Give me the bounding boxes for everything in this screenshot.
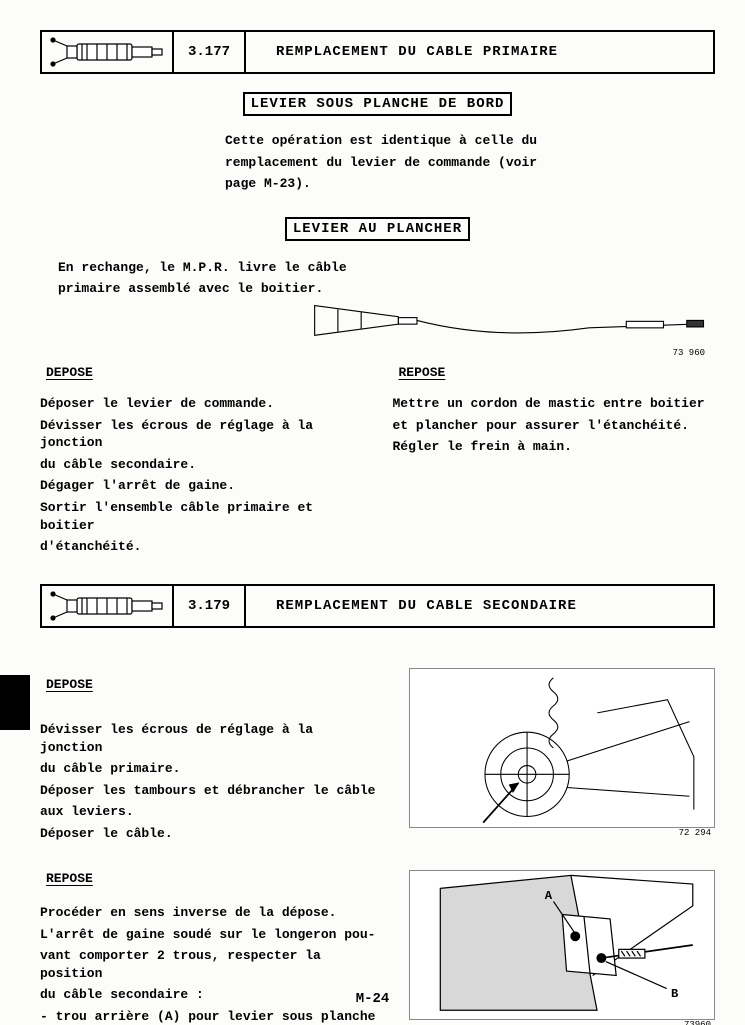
subtitle-2: LEVIER AU PLANCHER bbox=[285, 217, 470, 241]
edge-tab bbox=[0, 675, 30, 730]
text: Procéder en sens inverse de la dépose. bbox=[40, 904, 379, 922]
text: Déposer le levier de commande. bbox=[40, 395, 363, 413]
section-header-1: 3.177 REMPLACEMENT DU CABLE PRIMAIRE bbox=[40, 30, 715, 74]
brake-diagram: 72 294 bbox=[409, 668, 715, 847]
subtitle-1: LEVIER SOUS PLANCHE DE BORD bbox=[243, 92, 513, 116]
heading-repose: REPOSE bbox=[46, 870, 379, 888]
section-title: REMPLACEMENT DU CABLE PRIMAIRE bbox=[246, 32, 713, 72]
text: Dégager l'arrêt de gaine. bbox=[40, 477, 363, 495]
section-title: REMPLACEMENT DU CABLE SECONDAIRE bbox=[246, 586, 713, 626]
figure-caption: 72 294 bbox=[409, 828, 715, 838]
intro-paragraph: Cette opération est identique à celle du… bbox=[225, 132, 715, 193]
text: Sortir l'ensemble câble primaire et boit… bbox=[40, 499, 363, 534]
text: et plancher pour assurer l'étanchéité. bbox=[393, 417, 716, 435]
text: L'arrêt de gaine soudé sur le longeron p… bbox=[40, 926, 379, 944]
heading-repose: REPOSE bbox=[399, 364, 716, 382]
text: Dévisser les écrous de réglage à la jonc… bbox=[40, 721, 379, 756]
text: Dévisser les écrous de réglage à la jonc… bbox=[40, 417, 363, 452]
cylinder-icon bbox=[42, 586, 174, 626]
text: Régler le frein à main. bbox=[393, 438, 716, 456]
page-number: M-24 bbox=[0, 991, 745, 1007]
right-column: REPOSE Mettre un cordon de mastic entre … bbox=[393, 364, 716, 560]
cylinder-icon bbox=[42, 32, 174, 72]
section-header-2: 3.179 REMPLACEMENT DU CABLE SECONDAIRE bbox=[40, 584, 715, 628]
exchange-note: En rechange, le M.P.R. livre le câble pr… bbox=[58, 259, 715, 298]
figure-caption: 73960 bbox=[409, 1020, 715, 1025]
left-column: DEPOSE Déposer le levier de commande. Dé… bbox=[40, 364, 363, 560]
text: Déposer les tambours et débrancher le câ… bbox=[40, 782, 379, 800]
heading-depose: DEPOSE bbox=[46, 676, 379, 694]
text: vant comporter 2 trous, respecter la pos… bbox=[40, 947, 379, 982]
text: aux leviers. bbox=[40, 803, 379, 821]
heading-depose: DEPOSE bbox=[46, 364, 363, 382]
label-a: A bbox=[544, 889, 552, 903]
section-number: 3.179 bbox=[174, 586, 246, 626]
text: du câble primaire. bbox=[40, 760, 379, 778]
text: Mettre un cordon de mastic entre boitier bbox=[393, 395, 716, 413]
text: du câble secondaire. bbox=[40, 456, 363, 474]
left-column: DEPOSE Dévisser les écrous de réglage à … bbox=[40, 668, 379, 847]
text: page M-23). bbox=[225, 175, 715, 193]
text: - trou arrière (A) pour levier sous plan… bbox=[40, 1008, 379, 1025]
section-number: 3.177 bbox=[174, 32, 246, 72]
text: Cette opération est identique à celle du bbox=[225, 132, 715, 150]
text: d'étanchéité. bbox=[40, 538, 363, 556]
text: En rechange, le M.P.R. livre le câble bbox=[58, 259, 715, 277]
text: Déposer le câble. bbox=[40, 825, 379, 843]
text: remplacement du levier de commande (voir bbox=[225, 154, 715, 172]
cable-diagram: 73 960 bbox=[310, 296, 715, 358]
